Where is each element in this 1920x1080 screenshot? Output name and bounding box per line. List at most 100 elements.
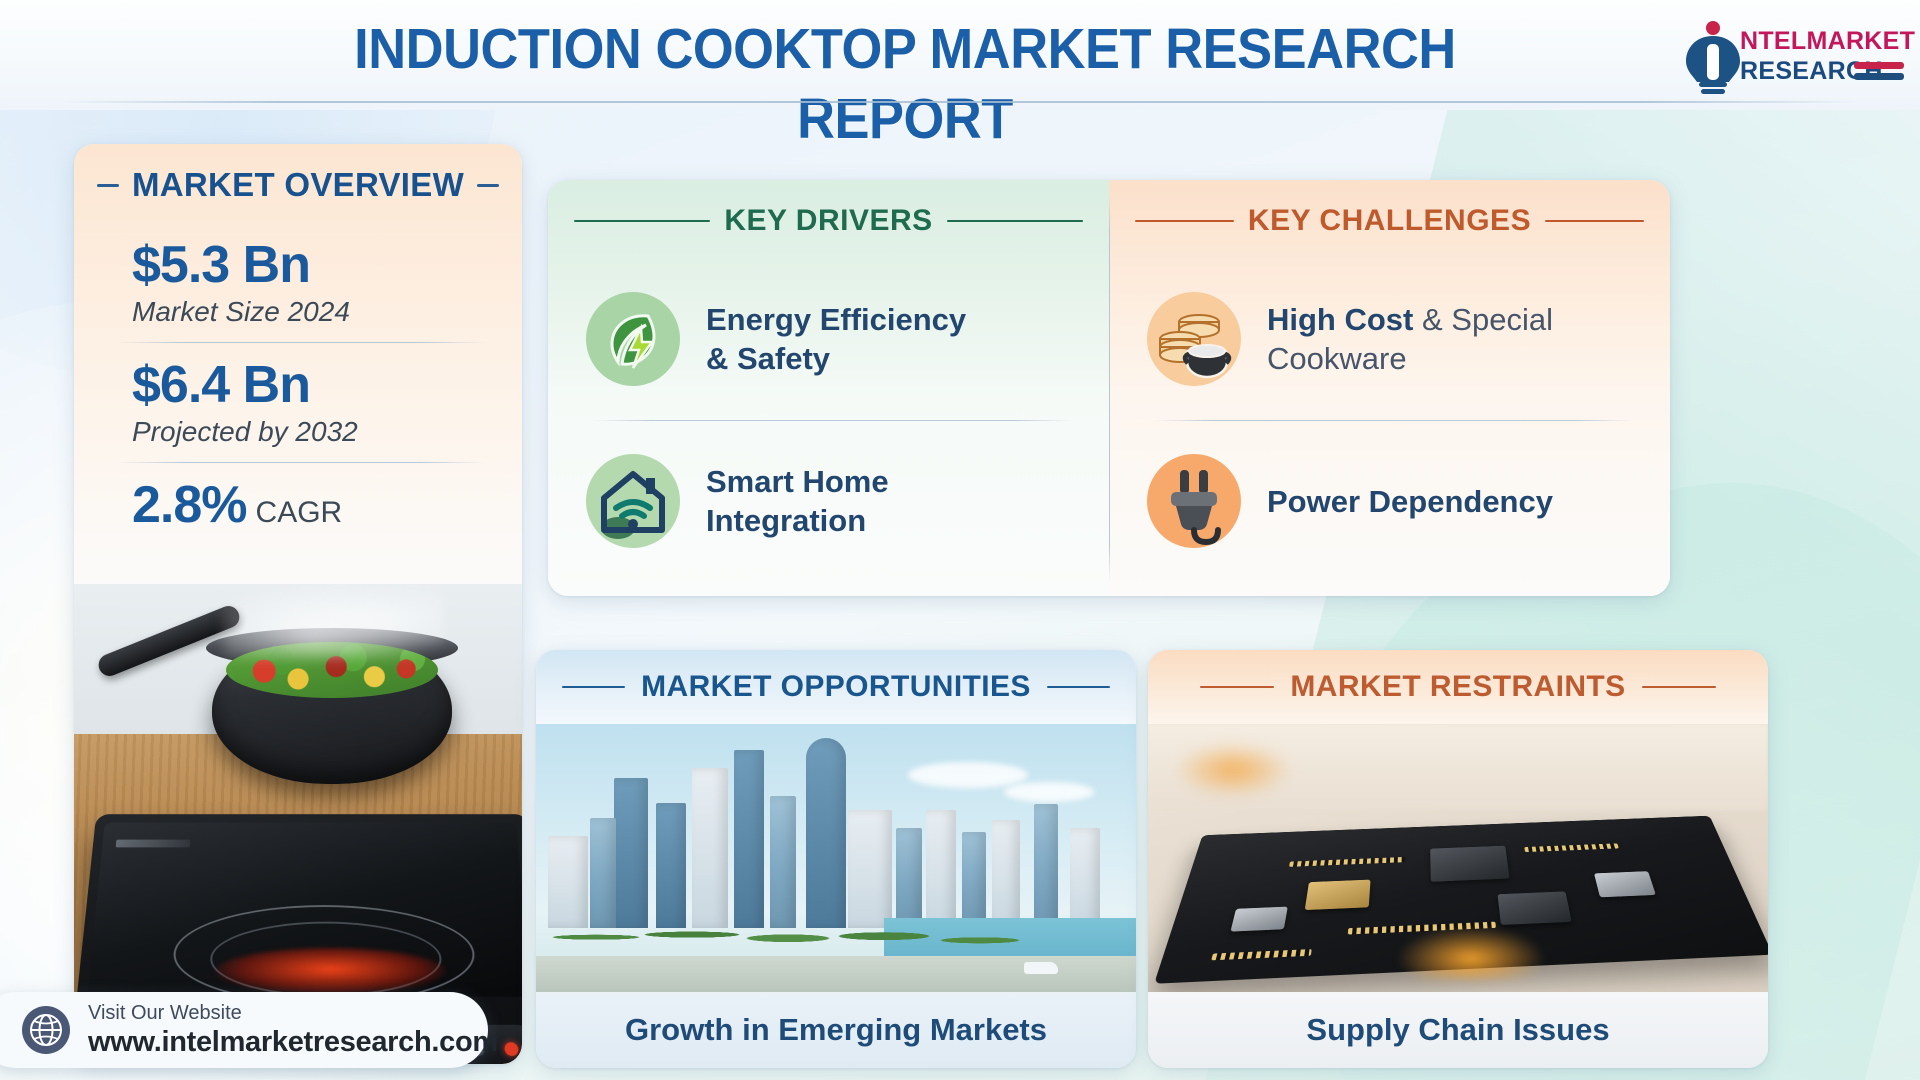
city-scene <box>536 724 1136 992</box>
panel-divider <box>1109 194 1110 582</box>
pin-row <box>1289 857 1407 868</box>
drivers-challenges-grid: KEY DRIVERS Energy Efficiency & Safety <box>548 180 1670 596</box>
heatsink <box>1230 906 1288 932</box>
frying-pan <box>95 602 458 784</box>
stat-projected: $6.4 Bn Projected by 2032 <box>74 342 522 462</box>
tree-line <box>536 906 1136 958</box>
warm-light <box>1172 742 1293 798</box>
stat-cagr: 2.8% CAGR <box>74 462 522 546</box>
cagr-value: 2.8% <box>132 476 248 534</box>
challenge-label: Power Dependency <box>1267 482 1553 521</box>
page-title: INDUCTION COOKTOP MARKET RESEARCH REPORT <box>354 17 1456 151</box>
key-challenges-header: KEY CHALLENGES <box>1135 198 1644 244</box>
globe-icon <box>22 1006 70 1054</box>
market-restraints-title: MARKET RESTRAINTS <box>1290 670 1626 703</box>
logo-line-2: RESEARCH <box>1740 57 1883 85</box>
challenge-high-cost[interactable]: High Cost & Special Cookware <box>1135 258 1650 420</box>
amber-glow <box>1396 926 1546 980</box>
challenge-label: High Cost & Special Cookware <box>1267 300 1650 378</box>
building <box>692 768 728 928</box>
coins-cookware-icon <box>1147 292 1241 386</box>
key-drivers-panel: KEY DRIVERS Energy Efficiency & Safety <box>548 180 1109 596</box>
stat-market-size: $5.3 Bn Market Size 2024 <box>74 222 522 342</box>
background-header-strip <box>0 0 1920 110</box>
processor-chip <box>1429 845 1510 882</box>
pcb-scene <box>1148 724 1768 992</box>
website-prompt: Visit Our Website <box>88 1002 242 1024</box>
key-drivers-header: KEY DRIVERS <box>574 198 1083 244</box>
stat-label: Market Size 2024 <box>132 296 350 327</box>
cloud <box>1004 782 1094 802</box>
pin-row <box>1211 948 1312 961</box>
circuit-board-photo <box>1148 724 1768 992</box>
key-challenges-items: High Cost & Special Cookware <box>1135 258 1650 582</box>
steam-effect <box>224 584 444 658</box>
building <box>734 750 764 928</box>
page-header: INDUCTION COOKTOP MARKET RESEARCH REPORT… <box>0 0 1920 151</box>
cagr-label: CAGR <box>255 496 343 529</box>
stat-value: $6.4 Bn <box>132 356 311 414</box>
market-restraints-caption: Supply Chain Issues <box>1148 992 1768 1068</box>
logo-wordmark: NTELMARKET RESEARCH <box>1740 26 1915 86</box>
driver-label-line2: & Safety <box>706 341 831 376</box>
leaf-energy-icon <box>586 292 680 386</box>
memory-chip <box>1498 891 1573 925</box>
driver-label: Smart Home Integration <box>706 462 889 540</box>
key-challenges-title: KEY CHALLENGES <box>1247 204 1532 237</box>
challenge-label-bold: Power Dependency <box>1267 483 1553 519</box>
challenge-label-bold: High Cost <box>1267 302 1414 337</box>
pin-row <box>1524 843 1619 853</box>
website-badge[interactable]: Visit Our Website www.intelmarketresearc… <box>0 992 498 1068</box>
control-dot-power <box>504 1042 519 1056</box>
landmark-tower <box>806 738 846 928</box>
cooktop-heat-glow <box>214 948 448 995</box>
cooktop-brand-mark <box>115 839 191 848</box>
market-opportunities-caption: Growth in Emerging Markets <box>536 992 1136 1068</box>
market-opportunities-title: MARKET OPPORTUNITIES <box>641 670 1031 703</box>
market-restraints-card: MARKET RESTRAINTS Supply Chain Issues <box>1148 650 1768 1068</box>
driver-smart-home[interactable]: Smart Home Integration <box>574 420 1089 582</box>
market-opportunities-card: MARKET OPPORTUNITIES Growth <box>536 650 1136 1068</box>
challenge-power-dependency[interactable]: Power Dependency <box>1135 420 1650 582</box>
market-overview-stats: $5.3 Bn Market Size 2024 $6.4 Bn Project… <box>74 222 522 546</box>
building <box>614 778 648 928</box>
driver-label-line1: Smart Home <box>706 464 889 499</box>
driver-label-line1: Energy Efficiency <box>706 302 967 337</box>
header-rule-right <box>1545 220 1644 222</box>
market-opportunities-header: MARKET OPPORTUNITIES <box>536 650 1136 724</box>
header-rule-left <box>1200 686 1275 688</box>
market-overview-title: MARKET OVERVIEW <box>131 166 465 203</box>
logo-bar-blue <box>1854 73 1904 80</box>
stat-value: $5.3 Bn <box>132 236 311 294</box>
stat-label: Projected by 2032 <box>132 416 358 447</box>
header-rule-right <box>946 220 1083 222</box>
brand-logo[interactable]: NTELMARKET RESEARCH <box>1676 12 1915 98</box>
key-drivers-title: KEY DRIVERS <box>724 204 933 237</box>
logo-bars <box>1854 62 1904 84</box>
market-overview-card: MARKET OVERVIEW $5.3 Bn Market Size 2024… <box>74 144 522 1064</box>
key-drivers-items: Energy Efficiency & Safety <box>574 258 1089 582</box>
market-restraints-header: MARKET RESTRAINTS <box>1148 650 1768 724</box>
logo-bar-red <box>1854 62 1904 69</box>
title-dash-left <box>96 183 119 187</box>
drivers-challenges-card: KEY DRIVERS Energy Efficiency & Safety <box>548 180 1670 596</box>
market-overview-title-row: MARKET OVERVIEW <box>74 166 522 204</box>
market-overview-body: MARKET OVERVIEW $5.3 Bn Market Size 2024… <box>74 144 522 1064</box>
website-badge-text: Visit Our Website www.intelmarketresearc… <box>88 1001 498 1059</box>
logo-line-1: NTELMARKET <box>1740 27 1916 55</box>
title-dash-right <box>477 183 500 187</box>
driver-label-line2: Integration <box>706 503 867 538</box>
driver-energy-efficiency[interactable]: Energy Efficiency & Safety <box>574 258 1089 420</box>
boat <box>1024 962 1058 974</box>
power-plug-icon <box>1147 454 1241 548</box>
header-rule-right <box>1046 686 1110 688</box>
cloud <box>908 762 1028 788</box>
header-rule-left <box>1135 220 1234 222</box>
header-rule-right <box>1641 686 1716 688</box>
website-url[interactable]: www.intelmarketresearch.com <box>88 1026 498 1058</box>
challenge-label-light: & Special Cookware <box>1267 302 1553 376</box>
header-divider <box>60 101 1860 103</box>
header-rule-left <box>562 686 626 688</box>
city-skyline-photo <box>536 724 1136 992</box>
smart-home-wifi-icon <box>586 454 680 548</box>
